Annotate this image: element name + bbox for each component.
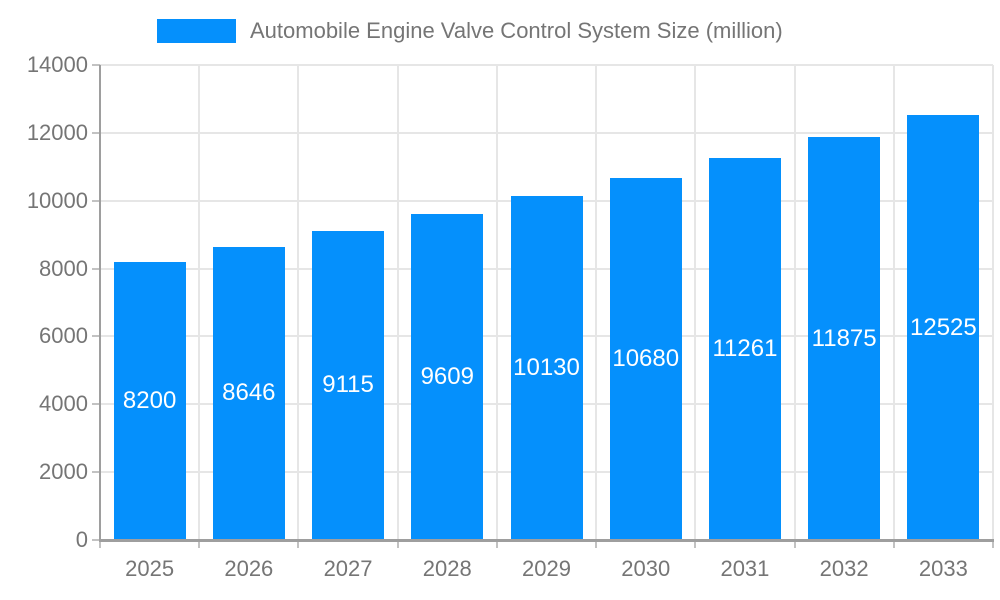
x-axis-tick	[992, 540, 994, 548]
bar-value-label: 8646	[222, 379, 276, 407]
bar-value-label: 11875	[811, 324, 877, 352]
x-axis-label: 2031	[720, 556, 770, 581]
gridline-vertical	[495, 65, 498, 540]
gridline-vertical	[396, 65, 399, 540]
gridline-vertical	[694, 65, 697, 540]
y-axis-label: 6000	[39, 323, 88, 349]
legend-swatch	[157, 19, 236, 43]
y-axis-tick	[92, 199, 100, 202]
y-axis-label: 0	[75, 527, 88, 552]
bar-2030[interactable]	[609, 177, 682, 540]
x-axis-label: 2032	[819, 556, 869, 581]
legend[interactable]: Automobile Engine Valve Control System S…	[157, 19, 783, 43]
bar-value-label: 9609	[420, 362, 474, 390]
y-axis-label: 12000	[26, 119, 88, 145]
y-axis-tick	[92, 335, 100, 338]
y-axis-label: 10000	[26, 187, 88, 213]
gridline-vertical	[892, 65, 895, 540]
y-axis-tick	[92, 539, 100, 541]
bar-2029[interactable]	[510, 196, 583, 540]
x-axis-tick	[99, 540, 101, 548]
x-axis-label: 2026	[224, 556, 274, 581]
x-axis-label: 2030	[621, 556, 671, 581]
bar-value-label: 12525	[910, 313, 977, 341]
gridline-vertical	[793, 65, 796, 540]
bar-2032[interactable]	[808, 137, 881, 540]
x-axis-line	[99, 539, 994, 542]
bar-2027[interactable]	[312, 230, 385, 540]
bar-2033[interactable]	[907, 115, 980, 540]
y-axis-label: 2000	[39, 459, 88, 485]
x-axis-tick	[297, 540, 300, 548]
bar-value-label: 10680	[612, 344, 680, 372]
bar-2031[interactable]	[708, 157, 781, 540]
x-axis-tick	[396, 540, 399, 548]
y-axis-label: 8000	[39, 255, 88, 281]
x-axis-label: 2025	[125, 556, 175, 581]
bar-2028[interactable]	[411, 213, 484, 540]
x-axis-label: 2027	[323, 556, 373, 581]
x-axis-tick	[892, 540, 895, 548]
bar-2025[interactable]	[113, 261, 186, 540]
y-axis-tick	[92, 131, 100, 134]
y-axis-label: 4000	[39, 391, 88, 417]
gridline-horizontal	[100, 131, 993, 134]
x-axis-label: 2029	[522, 556, 571, 581]
legend-label: Automobile Engine Valve Control System S…	[250, 18, 783, 43]
y-axis-label: 14000	[26, 52, 88, 77]
x-axis-tick	[495, 540, 498, 548]
y-axis-tick	[92, 64, 100, 66]
gridline-horizontal	[100, 64, 993, 66]
x-axis-label: 2028	[422, 556, 472, 581]
y-axis-tick	[92, 403, 100, 406]
x-axis-tick	[595, 540, 598, 548]
gridline-vertical	[198, 65, 201, 540]
x-axis-tick	[694, 540, 697, 548]
gridline-vertical	[595, 65, 598, 540]
bar-value-label: 11261	[712, 334, 778, 362]
bar-value-label: 10130	[513, 354, 580, 382]
x-axis-tick	[198, 540, 201, 548]
y-axis-line	[99, 65, 101, 542]
y-axis-tick	[92, 471, 100, 474]
y-axis-tick	[92, 267, 100, 270]
bar-value-label: 8200	[122, 386, 177, 414]
bar-value-label: 9115	[322, 371, 374, 399]
x-axis-tick	[793, 540, 796, 548]
x-axis-label: 2033	[918, 556, 968, 581]
gridline-vertical	[297, 65, 300, 540]
gridline-vertical	[992, 65, 994, 540]
bar-2026[interactable]	[212, 246, 285, 540]
